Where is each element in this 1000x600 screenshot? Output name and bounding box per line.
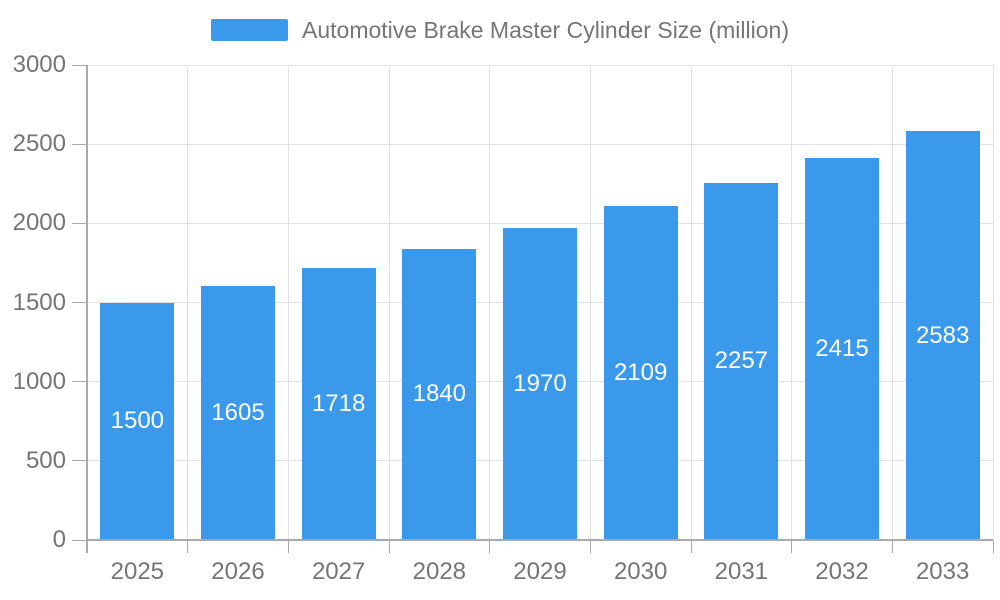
x-axis-tick [791,540,793,553]
bar-value-label: 1970 [513,370,567,398]
y-axis-tick [72,143,87,145]
legend-title[interactable]: Automotive Brake Master Cylinder Size (m… [302,17,789,43]
x-axis-tick [287,540,289,553]
y-axis-tick [72,539,87,541]
bar-2031[interactable] [704,182,779,540]
gridline-vertical [992,65,994,540]
gridline-vertical [791,65,793,540]
bar-2030[interactable] [603,206,678,540]
gridline-vertical [489,65,491,540]
y-axis-label: 1000 [12,367,66,395]
bar-value-label: 2109 [613,359,668,387]
gridline-vertical [287,65,289,540]
gridline-horizontal [87,143,993,145]
y-axis-tick [72,460,87,462]
y-axis-label: 2500 [12,130,66,158]
bar-2025[interactable] [100,302,175,540]
bar-2028[interactable] [402,248,477,540]
gridline-horizontal [87,64,993,66]
y-axis-tick [72,64,87,66]
gridline-horizontal [87,222,993,224]
x-axis-tick [489,540,491,553]
x-axis-tick [891,540,893,553]
y-axis-label: 2000 [12,209,66,237]
x-axis-label: 2033 [915,558,970,585]
gridline-vertical [891,65,893,540]
y-axis-label: 500 [25,446,66,474]
x-axis-label: 2030 [613,558,668,585]
x-axis-label: 2027 [311,558,366,585]
x-axis-label: 2026 [211,558,265,585]
bar-2033[interactable] [905,131,980,540]
bar-value-label: 2257 [714,347,769,375]
gridline-vertical [589,65,591,540]
x-axis-label: 2029 [513,558,567,585]
bar-value-label: 1718 [311,389,366,417]
gridline-vertical [690,65,692,540]
x-axis-label: 2025 [110,558,165,585]
legend[interactable]: Automotive Brake Master Cylinder Size (m… [0,16,1000,44]
x-axis-tick [187,540,189,553]
y-axis-label: 0 [52,526,66,553]
bar-2027[interactable] [301,267,376,540]
gridline-vertical [187,65,189,540]
bar-2026[interactable] [201,285,275,540]
y-axis-tick [72,302,87,303]
x-axis-label: 2032 [815,558,869,585]
x-axis-tick [589,540,591,553]
y-axis-label: 3000 [12,51,66,78]
bar-2032[interactable] [805,157,879,540]
x-axis-tick [690,540,692,553]
x-axis-tick [388,540,390,553]
bar-value-label: 1500 [110,407,165,435]
y-axis-tick [72,381,87,383]
y-axis-tick [72,222,87,224]
gridline-vertical [388,65,390,540]
y-axis-label: 1500 [12,288,66,316]
x-axis-tick [992,540,994,553]
bar-value-label: 1605 [211,398,265,426]
bar-value-label: 1840 [412,380,467,408]
bar-2029[interactable] [503,228,577,540]
bar-value-label: 2583 [915,321,970,349]
y-axis-line [86,65,88,553]
x-axis-label: 2028 [412,558,467,585]
x-axis-line [87,539,993,541]
x-axis-label: 2031 [714,558,769,585]
bar-value-label: 2415 [815,334,869,362]
legend-swatch[interactable] [211,19,288,41]
